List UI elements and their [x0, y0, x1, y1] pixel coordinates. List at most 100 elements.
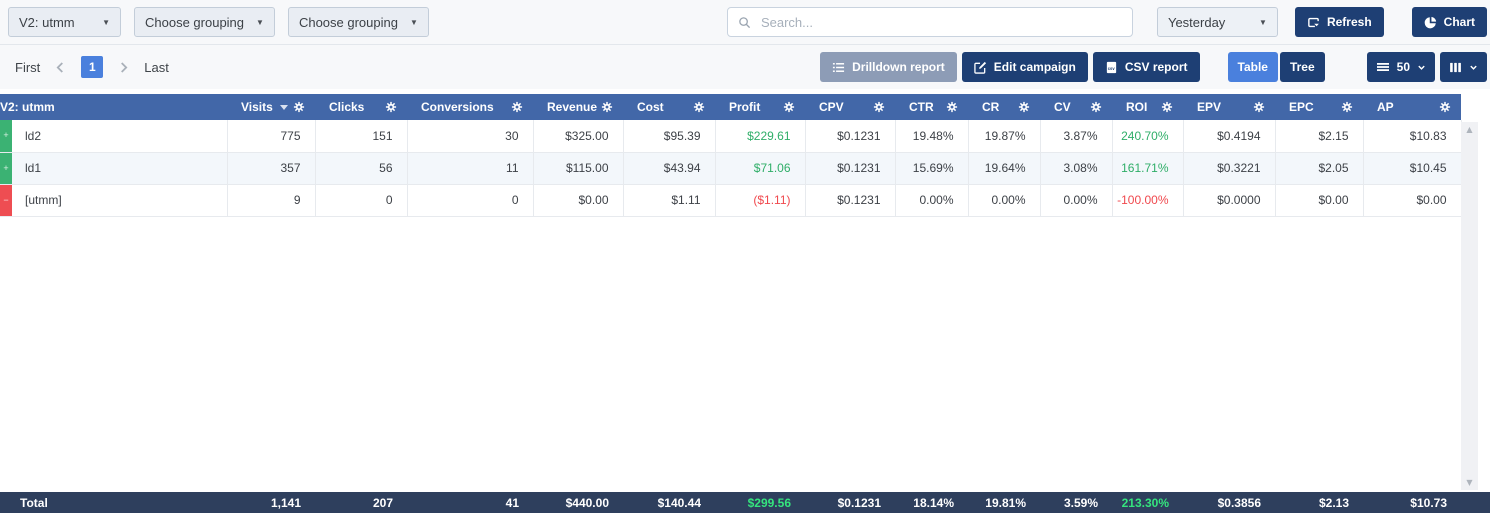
cell-clicks: 0: [315, 184, 408, 217]
column-settings-gear[interactable]: [1090, 101, 1102, 113]
columns-icon: [1450, 62, 1461, 72]
column-settings-gear[interactable]: [293, 101, 305, 113]
cell-cpv: $0.1231: [805, 120, 896, 153]
column-settings-gear[interactable]: [693, 101, 705, 113]
chart-label: Chart: [1443, 15, 1475, 29]
column-settings-gear[interactable]: [1161, 101, 1173, 113]
cell-cr: 0.00%: [968, 184, 1041, 217]
pagination-last[interactable]: Last: [144, 59, 169, 75]
gear-icon: [946, 101, 958, 113]
toolbar-secondary: First 1 Last Drilldown report Edit campa…: [0, 45, 1490, 89]
csv-report-button[interactable]: csv CSV report: [1092, 52, 1200, 82]
column-settings-gear[interactable]: [385, 101, 397, 113]
cell-epc: $2.05: [1275, 152, 1364, 185]
cell-roi: 161.71%: [1112, 152, 1184, 185]
caret-down-icon: ▼: [1259, 17, 1267, 27]
search-box[interactable]: [726, 7, 1133, 37]
column-settings-gear[interactable]: [946, 101, 958, 113]
cell-cpv: $0.1231: [805, 152, 896, 185]
column-header-revenue[interactable]: Revenue: [533, 94, 623, 120]
column-header-cr[interactable]: CR: [968, 94, 1040, 120]
column-label: CPV: [819, 100, 844, 114]
toolbar-primary: V2: utmm ▼ Choose grouping ▼ Choose grou…: [0, 0, 1490, 45]
column-header-cost[interactable]: Cost: [623, 94, 715, 120]
total-cr: 19.81%: [985, 495, 1026, 510]
column-header-epv[interactable]: EPV: [1183, 94, 1275, 120]
plus-icon: +: [3, 162, 9, 173]
column-label: Profit: [729, 100, 761, 114]
column-header-ap[interactable]: AP: [1363, 94, 1461, 120]
cell-visits: 775: [227, 120, 316, 153]
campaign-token-select[interactable]: V2: utmm ▼: [8, 7, 121, 37]
svg-text:csv: csv: [1108, 65, 1116, 70]
column-label: CV: [1054, 100, 1071, 114]
column-header-cpv[interactable]: CPV: [805, 94, 895, 120]
cell-epv: $0.0000: [1183, 184, 1276, 217]
chevron-down-icon: [1470, 65, 1477, 70]
rows-per-page-select[interactable]: 50: [1366, 52, 1435, 82]
column-header-epc[interactable]: EPC: [1275, 94, 1363, 120]
scroll-down-arrow-icon[interactable]: ▼: [1466, 478, 1473, 487]
column-header-cv[interactable]: CV: [1040, 94, 1112, 120]
column-visibility-select[interactable]: [1440, 52, 1487, 82]
column-settings-gear[interactable]: [1439, 101, 1451, 113]
grouping-select-1[interactable]: Choose grouping ▼: [134, 7, 275, 37]
cell-ctr: 0.00%: [895, 184, 969, 217]
total-roi: 213.30%: [1121, 495, 1169, 510]
cell-name: ld2: [12, 120, 228, 153]
vertical-scrollbar[interactable]: ▲ ▼: [1461, 122, 1478, 490]
column-label: EPV: [1197, 100, 1222, 114]
column-settings-gear[interactable]: [873, 101, 885, 113]
pagination-prev[interactable]: [56, 61, 65, 73]
refresh-button[interactable]: Refresh: [1294, 7, 1384, 37]
gear-icon: [873, 101, 885, 113]
column-header-clicks[interactable]: Clicks: [315, 94, 407, 120]
chart-button[interactable]: Chart: [1411, 7, 1487, 37]
date-range-select[interactable]: Yesterday ▼: [1156, 7, 1278, 37]
column-label: Cost: [637, 100, 664, 114]
cell-clicks: 56: [315, 152, 408, 185]
cell-name: ld1: [12, 152, 228, 185]
total-row: Total 1,141 207 41 $440.00 $140.44 $299.56 $0.1…: [0, 492, 1461, 513]
drilldown-report-button[interactable]: Drilldown report: [820, 52, 957, 82]
column-settings-gear[interactable]: [1341, 101, 1353, 113]
column-settings-gear[interactable]: [511, 101, 523, 113]
search-input[interactable]: [758, 13, 1122, 31]
total-revenue: $440.00: [565, 495, 609, 510]
column-header-visits[interactable]: Visits: [227, 94, 315, 120]
edit-campaign-button[interactable]: Edit campaign: [961, 52, 1088, 82]
cell-ap: $10.45: [1363, 152, 1462, 185]
view-toggle-tree[interactable]: Tree: [1279, 52, 1325, 82]
gear-icon: [1161, 101, 1173, 113]
gear-icon: [1439, 101, 1451, 113]
pagination-next[interactable]: [119, 61, 128, 73]
column-label: CR: [982, 100, 1000, 114]
view-toggle-table[interactable]: Table: [1227, 52, 1278, 82]
row-status-indicator: +: [0, 120, 12, 153]
gear-icon: [1090, 101, 1102, 113]
total-clicks: 207: [372, 495, 393, 510]
row-status-indicator: −: [0, 184, 12, 217]
column-header-ctr[interactable]: CTR: [895, 94, 968, 120]
table-row[interactable]: + ld2 775 151 30 $325.00 $95.39 $229.61 $0.1231 1…: [0, 120, 1462, 153]
pagination-first[interactable]: First: [15, 59, 41, 75]
column-header-profit[interactable]: Profit: [715, 94, 805, 120]
column-header-name[interactable]: V2: utmm: [0, 94, 227, 120]
column-settings-gear[interactable]: [1018, 101, 1030, 113]
cell-roi: -100.00%: [1112, 184, 1184, 217]
column-settings-gear[interactable]: [783, 101, 795, 113]
pagination-page-current[interactable]: 1: [81, 56, 104, 78]
gear-icon: [783, 101, 795, 113]
scroll-up-arrow-icon[interactable]: ▲: [1466, 125, 1473, 134]
grouping-select-2[interactable]: Choose grouping ▼: [287, 7, 429, 37]
column-label: Conversions: [421, 100, 494, 114]
column-settings-gear[interactable]: [1253, 101, 1265, 113]
column-header-conversions[interactable]: Conversions: [407, 94, 533, 120]
column-header-roi[interactable]: ROI: [1112, 94, 1183, 120]
cell-cv: 3.08%: [1040, 152, 1113, 185]
table-row[interactable]: − [utmm] 9 0 0 $0.00 $1.11 ($1.11) $0.1231 0.00% 0…: [0, 184, 1462, 217]
table-row[interactable]: + ld1 357 56 11 $115.00 $43.94 $71.06 $0.1231 15.…: [0, 152, 1462, 185]
cell-epc: $0.00: [1275, 184, 1364, 217]
cell-ctr: 15.69%: [895, 152, 969, 185]
column-settings-gear[interactable]: [601, 101, 613, 113]
